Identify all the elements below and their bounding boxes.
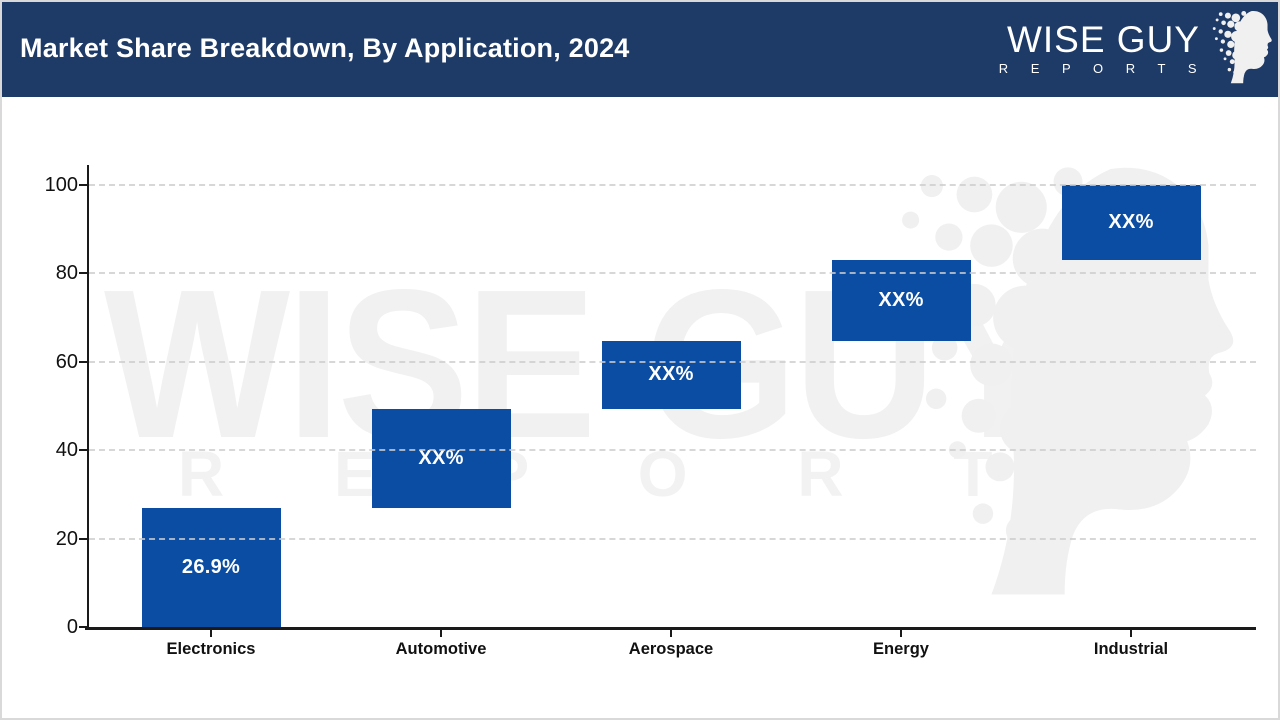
bar-aerospace: XX% [601, 341, 741, 409]
page-title: Market Share Breakdown, By Application, … [20, 33, 630, 63]
x-tick-mark [210, 630, 212, 637]
gridline-80 [89, 272, 1256, 274]
y-tick-mark [79, 183, 87, 186]
bar-value-label: XX% [648, 363, 694, 386]
bar-electronics: 26.9% [141, 507, 281, 627]
y-tick-label: 20 [55, 527, 78, 550]
x-tick-mark [900, 630, 902, 637]
y-tick-label: 80 [55, 262, 78, 284]
gridline-20 [89, 537, 1256, 540]
x-category-label: Aerospace [628, 640, 714, 658]
y-tick-label: 0 [66, 616, 78, 638]
x-axis-line [85, 627, 1256, 630]
y-tick-mark [79, 360, 87, 363]
y-tick-mark [79, 626, 87, 628]
gridline-60 [89, 360, 1256, 363]
x-tick-mark [670, 630, 672, 637]
y-tick-mark [79, 272, 87, 274]
y-tick-label: 60 [55, 350, 78, 373]
wise-guy-logo: WISE GUY R E P O R T S [999, 0, 1274, 97]
gridline-40 [89, 449, 1256, 451]
gridline-100 [89, 183, 1256, 186]
y-tick-mark [79, 537, 87, 540]
bar-industrial: XX% [1061, 184, 1201, 261]
header-bar: Market Share Breakdown, By Application, … [0, 0, 1280, 97]
x-category-label: Electronics [166, 640, 256, 658]
y-tick-label: 100 [44, 173, 78, 196]
bar-value-label: XX% [878, 289, 924, 312]
bar-value-label: XX% [1108, 210, 1154, 233]
logo-reports-text: R E P O R T S [998, 61, 1206, 76]
y-axis-line [87, 165, 89, 629]
y-tick-mark [79, 449, 87, 451]
x-category-label: Energy [873, 640, 929, 658]
x-tick-mark [440, 630, 442, 637]
logo-head-icon [1212, 10, 1272, 83]
x-category-label: Automotive [395, 640, 487, 658]
bar-value-label: 26.9% [181, 555, 241, 578]
x-category-label: Industrial [1093, 640, 1169, 658]
logo-wiseguy-text: WISE GUY [1006, 19, 1200, 60]
y-tick-label: 40 [55, 439, 78, 461]
bar-value-label: XX% [418, 446, 464, 469]
x-tick-mark [1130, 630, 1132, 637]
watermark-reports-text: R E P O R T S [178, 438, 1191, 510]
bar-automotive: XX% [371, 408, 511, 508]
